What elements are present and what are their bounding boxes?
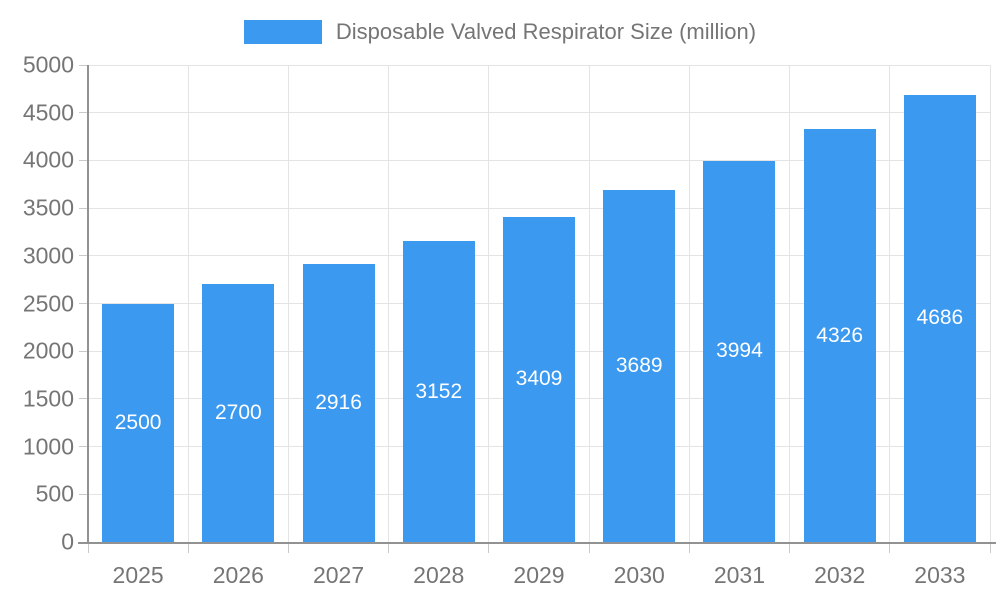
x-axis-tick-label: 2025 (112, 562, 164, 588)
y-axis-tick-label: 2000 (22, 337, 74, 364)
y-axis-tick-label: 500 (35, 480, 74, 507)
x-axis-tick-label: 2032 (814, 562, 866, 588)
y-axis-tick (79, 493, 88, 495)
y-axis-tick (79, 112, 88, 114)
bar-value-label: 3689 (615, 354, 663, 378)
bar-value-label: 2916 (315, 390, 362, 414)
x-gridline (989, 65, 991, 542)
bar[interactable] (102, 303, 175, 542)
y-axis-tick-label: 4500 (22, 99, 74, 126)
y-axis-tick (79, 446, 88, 448)
x-axis-tick (87, 543, 89, 553)
x-axis-tick-label: 2031 (713, 562, 766, 588)
bar[interactable] (302, 263, 375, 542)
x-gridline (889, 65, 891, 542)
y-axis-tick-label: 5000 (22, 51, 74, 78)
bar[interactable] (603, 190, 676, 542)
y-axis-tick-label: 1500 (22, 385, 74, 412)
x-axis-line (78, 542, 996, 544)
bar-value-label: 2500 (114, 410, 162, 434)
y-gridline (88, 159, 990, 161)
y-axis-tick-label: 0 (61, 528, 74, 555)
x-axis-tick-label: 2029 (513, 562, 565, 588)
bar[interactable] (202, 284, 275, 542)
y-axis-line (87, 65, 89, 542)
bar[interactable] (703, 160, 776, 542)
y-axis-tick (79, 398, 88, 400)
x-gridline (688, 65, 690, 542)
x-gridline (287, 65, 289, 542)
y-gridline (88, 64, 990, 66)
y-axis-tick-label: 1000 (22, 433, 74, 460)
y-axis-tick (79, 255, 88, 257)
x-axis-tick (388, 543, 390, 553)
y-axis-tick-label: 3000 (22, 242, 74, 269)
x-axis-tick (789, 543, 791, 553)
y-axis-tick (79, 64, 88, 66)
legend-label: Disposable Valved Respirator Size (milli… (335, 19, 757, 44)
y-gridline (88, 207, 990, 209)
x-axis-tick-label: 2026 (212, 562, 264, 588)
y-axis-tick (79, 350, 88, 352)
x-axis-tick-label: 2030 (613, 562, 665, 588)
y-axis-tick-label: 4000 (22, 146, 74, 173)
bar[interactable] (503, 216, 575, 542)
x-axis-tick-label: 2028 (413, 562, 465, 588)
x-gridline (388, 65, 390, 542)
y-axis-tick-label: 2500 (22, 290, 74, 316)
x-gridline (588, 65, 590, 542)
x-axis-tick (989, 543, 991, 553)
bar-value-label: 3409 (515, 367, 563, 391)
x-axis-tick (889, 543, 891, 553)
bar-value-label: 3994 (716, 339, 763, 363)
y-axis-tick (79, 303, 88, 304)
bar[interactable] (903, 94, 976, 542)
x-axis-tick (688, 543, 690, 553)
x-gridline (488, 65, 490, 542)
x-gridline (789, 65, 791, 542)
x-axis-tick (488, 543, 490, 553)
y-axis-tick (79, 159, 88, 161)
bar-value-label: 4326 (816, 323, 864, 347)
bar-value-label: 4686 (916, 306, 964, 330)
bar[interactable] (402, 241, 475, 542)
x-axis-tick-label: 2033 (914, 562, 966, 588)
bar[interactable] (803, 129, 876, 542)
y-axis-tick (79, 207, 88, 209)
x-axis-tick-label: 2027 (312, 562, 365, 588)
bar-value-label: 3152 (415, 379, 463, 403)
chart-legend[interactable]: Disposable Valved Respirator Size (milli… (0, 18, 1000, 46)
legend-swatch-icon (243, 20, 322, 44)
y-gridline (88, 112, 990, 114)
x-axis-tick (287, 543, 289, 553)
y-axis-tick-label: 3500 (22, 194, 74, 221)
x-gridline (187, 65, 189, 542)
x-axis-tick (187, 543, 189, 553)
bar-value-label: 2700 (214, 401, 262, 425)
x-axis-tick (588, 543, 590, 553)
